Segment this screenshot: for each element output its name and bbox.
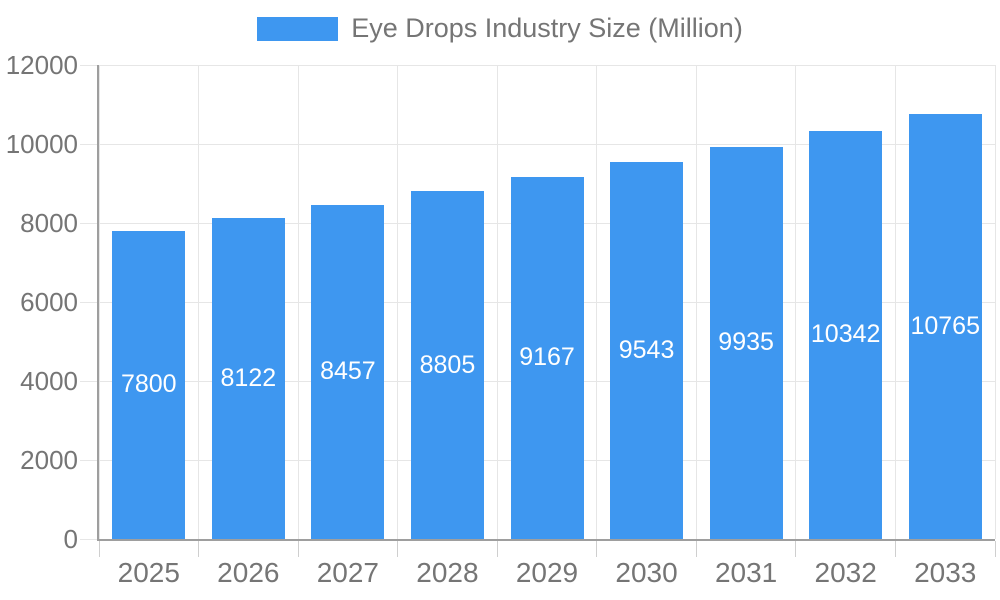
bar-value-label: 9935 xyxy=(718,328,774,357)
v-gridline xyxy=(397,65,399,539)
bar-2030[interactable]: 9543 xyxy=(610,162,684,539)
x-axis-tick xyxy=(596,541,598,557)
bar-2029[interactable]: 9167 xyxy=(510,176,584,539)
legend-series-label: Eye Drops Industry Size (Million) xyxy=(351,13,743,43)
plot-area: 7800 8122 8457 8805 9167 9543 9935 10342 10765 0… xyxy=(6,50,996,588)
bar-2028[interactable]: 8805 xyxy=(410,191,484,539)
x-axis-tick xyxy=(695,541,697,557)
x-axis-tick xyxy=(198,541,200,557)
bar-2027[interactable]: 8457 xyxy=(311,204,385,539)
v-gridline xyxy=(596,65,598,539)
x-axis-tick xyxy=(496,541,498,557)
x-axis-label: 2032 xyxy=(814,557,877,588)
y-axis-label: 0 xyxy=(63,524,78,554)
bar-value-label: 10342 xyxy=(810,320,881,349)
x-axis-label: 2030 xyxy=(615,557,678,588)
y-axis-tick xyxy=(80,64,97,66)
x-axis-tick xyxy=(98,541,100,557)
y-axis-label: 4000 xyxy=(20,366,78,396)
v-gridline xyxy=(994,65,996,539)
v-gridline xyxy=(894,65,896,539)
x-axis-label: 2026 xyxy=(217,557,280,588)
bars-layer: 7800 8122 8457 8805 9167 9543 9935 10342 10765 xyxy=(99,65,995,539)
y-axis-tick xyxy=(80,222,97,224)
bar-value-label: 9543 xyxy=(618,336,675,365)
x-axis-label: 2028 xyxy=(416,557,479,588)
x-axis-tick xyxy=(397,541,399,557)
h-gridline xyxy=(99,64,995,66)
v-gridline xyxy=(198,65,200,539)
x-axis-label: 2033 xyxy=(914,557,977,588)
x-axis-tick xyxy=(994,541,996,557)
y-axis-label: 10000 xyxy=(5,129,78,159)
v-gridline xyxy=(99,65,100,539)
x-axis-tick xyxy=(894,541,896,557)
axis-labels-layer: 0 2000 4000 6000 8000 10000 12000 2025 2026 2027 2… xyxy=(6,50,995,588)
v-gridline xyxy=(297,65,299,539)
y-axis-tick xyxy=(80,459,97,461)
bar-value-label: 9167 xyxy=(519,343,575,372)
v-gridline xyxy=(795,65,797,539)
bar-value-label: 7800 xyxy=(120,370,177,399)
x-axis-label: 2027 xyxy=(316,557,380,588)
y-axis-label: 12000 xyxy=(5,50,78,80)
bar-2031[interactable]: 9935 xyxy=(709,146,783,539)
bar-2033[interactable]: 10765 xyxy=(908,113,982,539)
x-axis-label: 2025 xyxy=(117,557,180,588)
bar-value-label: 8457 xyxy=(320,357,376,386)
bar-value-label: 10765 xyxy=(910,311,980,340)
y-axis-tick xyxy=(80,301,97,303)
h-gridline xyxy=(99,143,995,145)
bar-2032[interactable]: 10342 xyxy=(809,130,883,539)
y-axis-tick xyxy=(80,143,97,145)
y-axis-label: 6000 xyxy=(20,287,78,317)
legend-color-swatch xyxy=(257,16,339,41)
x-axis-tick xyxy=(795,541,797,557)
chart-legend: Eye Drops Industry Size (Million) xyxy=(0,13,1000,44)
bar-2025[interactable]: 7800 xyxy=(112,230,186,539)
v-gridline xyxy=(695,65,697,539)
bar-value-label: 8805 xyxy=(419,350,476,379)
y-axis-label: 2000 xyxy=(20,445,78,475)
x-axis-label: 2031 xyxy=(714,557,778,588)
x-axis-label: 2029 xyxy=(515,557,579,588)
bar-2026[interactable]: 8122 xyxy=(211,218,285,539)
x-axis-tick xyxy=(297,541,299,557)
y-axis-tick xyxy=(80,538,97,540)
bar-value-label: 8122 xyxy=(220,364,277,393)
y-axis-tick xyxy=(80,380,97,382)
y-axis-label: 8000 xyxy=(20,208,78,238)
v-gridline xyxy=(496,65,498,539)
